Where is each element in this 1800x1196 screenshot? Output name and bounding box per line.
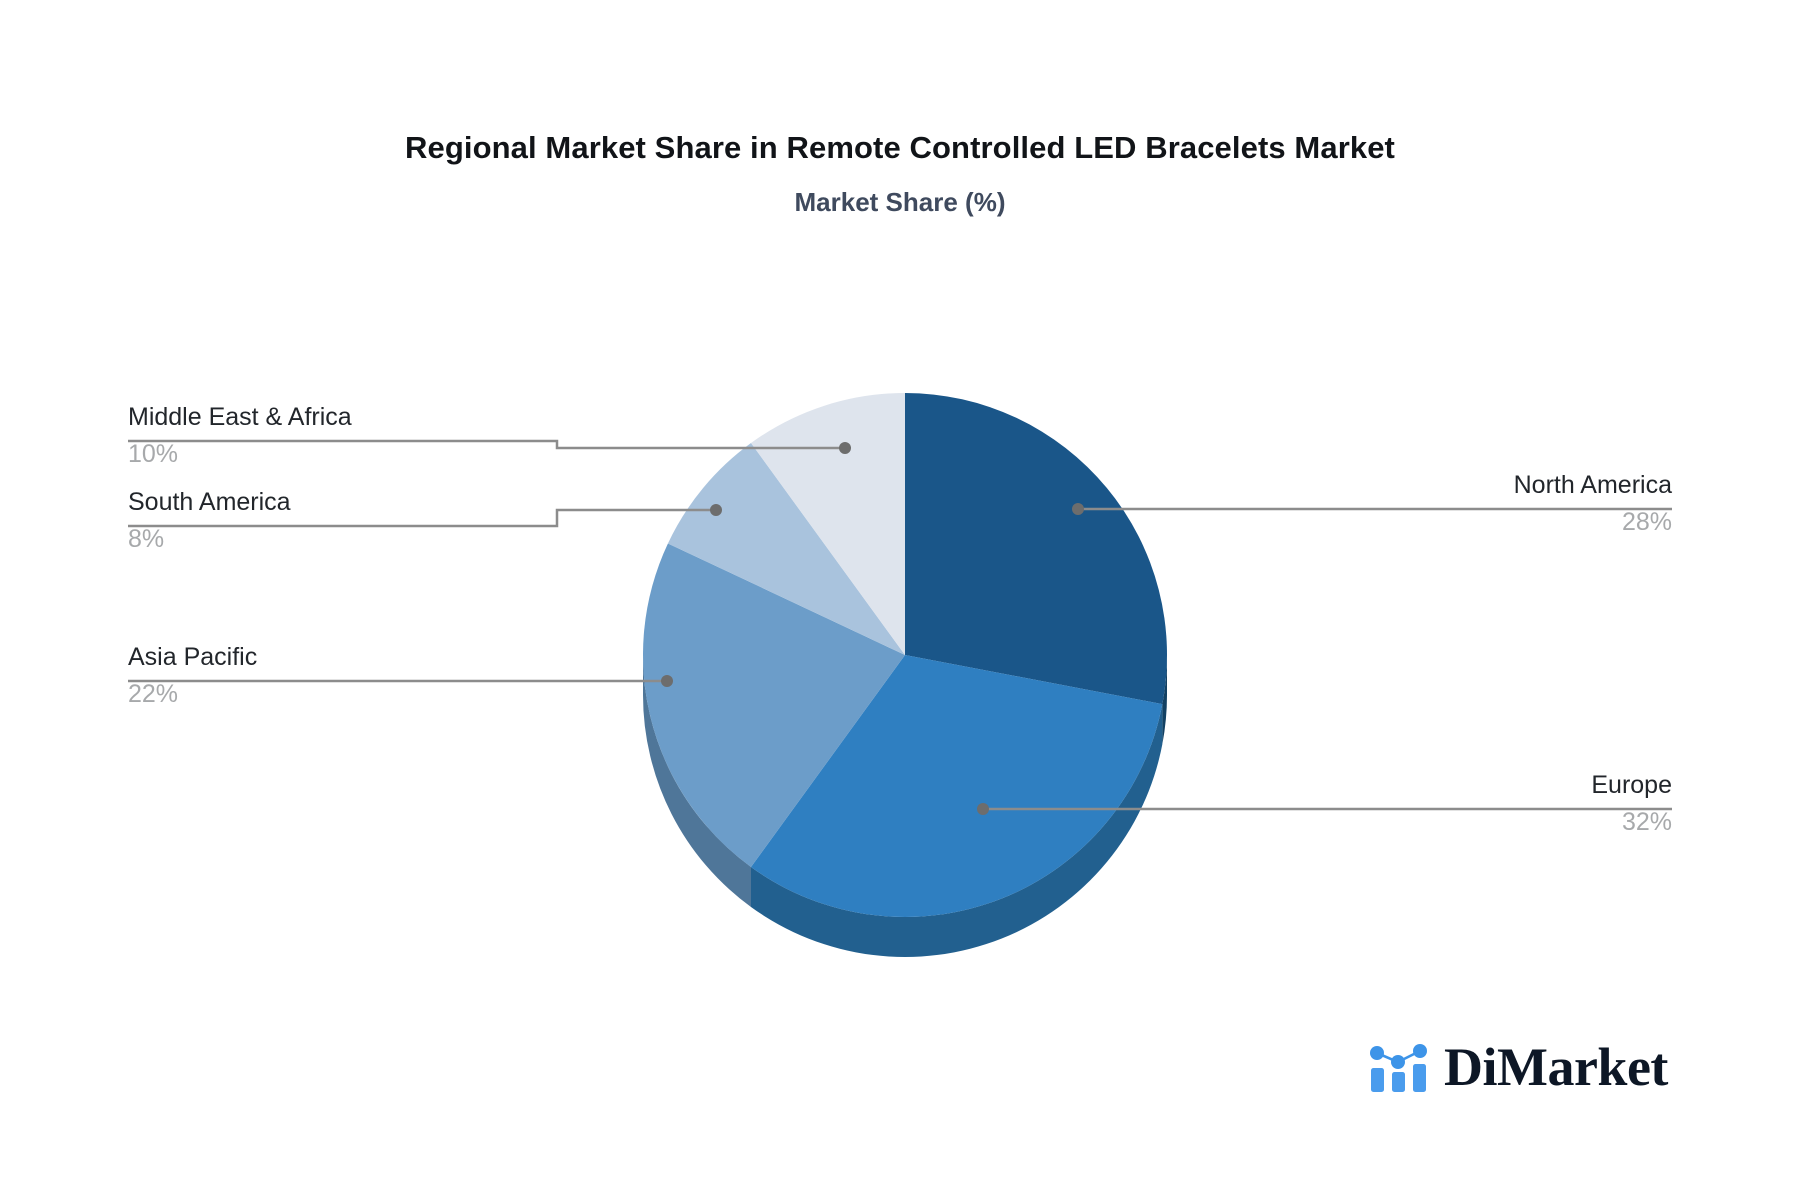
callout-europe[interactable]: Europe 32% [1172, 768, 1672, 842]
page-title: Regional Market Share in Remote Controll… [405, 130, 1395, 165]
callout-label-asia-pacific: Asia Pacific [128, 643, 258, 671]
callout-label-europe: Europe [1591, 771, 1672, 799]
pie-3d-side-walls [643, 655, 1167, 958]
callout-middle-east-africa[interactable]: Middle East & Africa 10% [128, 400, 352, 474]
pie-slice-asia-pacific[interactable] [642, 543, 905, 867]
brand-logo: DiMarket [1368, 1040, 1668, 1094]
callout-value-europe: 32% [1621, 808, 1672, 836]
callout-label-middle-east-africa: Middle East & Africa [128, 403, 352, 431]
callout-north-america[interactable]: North America 28% [1172, 468, 1672, 542]
callout-label-north-america: North America [1513, 471, 1672, 499]
leader-lines [128, 439, 1672, 815]
pie-slice-side-north-america [1162, 655, 1167, 745]
pie-slice-south-america[interactable] [667, 443, 905, 655]
callout-value-north-america: 28% [1621, 508, 1672, 536]
callout-value-south-america: 8% [128, 525, 165, 553]
callout-asia-pacific[interactable]: Asia Pacific 22% [128, 640, 257, 714]
leader-dot-south-america [710, 504, 722, 516]
leader-dot-asia-pacific [661, 675, 673, 687]
pie-slices [642, 393, 1167, 917]
pie-slice-europe[interactable] [751, 655, 1163, 917]
callout-value-asia-pacific: 22% [128, 680, 179, 708]
pie-slice-north-america[interactable] [905, 393, 1167, 705]
logo-wordmark: DiMarket [1444, 1037, 1668, 1097]
leader-dot-europe [977, 803, 989, 815]
callout-south-america[interactable]: South America 8% [128, 485, 291, 559]
pie-slice-middle-east-africa[interactable] [751, 393, 905, 655]
pie-slice-side-europe [751, 704, 1163, 958]
leader-line-middle-east-africa [128, 439, 845, 450]
callout-value-middle-east-africa: 10% [128, 440, 179, 468]
leader-dot-north-america [1072, 503, 1084, 515]
callout-label-south-america: South America [128, 488, 291, 516]
chart-subtitle: Market Share (%) [794, 187, 1006, 217]
bar-chart-logo-icon [1370, 1044, 1427, 1092]
leader-dot-middle-east-africa [839, 442, 851, 454]
pie-slice-side-asia-pacific [643, 655, 752, 907]
leader-line-south-america [128, 508, 716, 528]
